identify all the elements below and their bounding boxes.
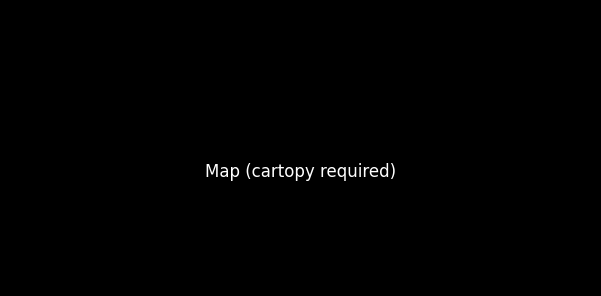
Text: Map (cartopy required): Map (cartopy required) bbox=[205, 163, 396, 181]
Text: Arrows show the wind wave direction: Arrows show the wind wave direction bbox=[171, 31, 430, 45]
Text: Secondary Swell energy on Saturday 29 Mar at 6pm -03: Secondary Swell energy on Saturday 29 Ma… bbox=[18, 5, 583, 23]
